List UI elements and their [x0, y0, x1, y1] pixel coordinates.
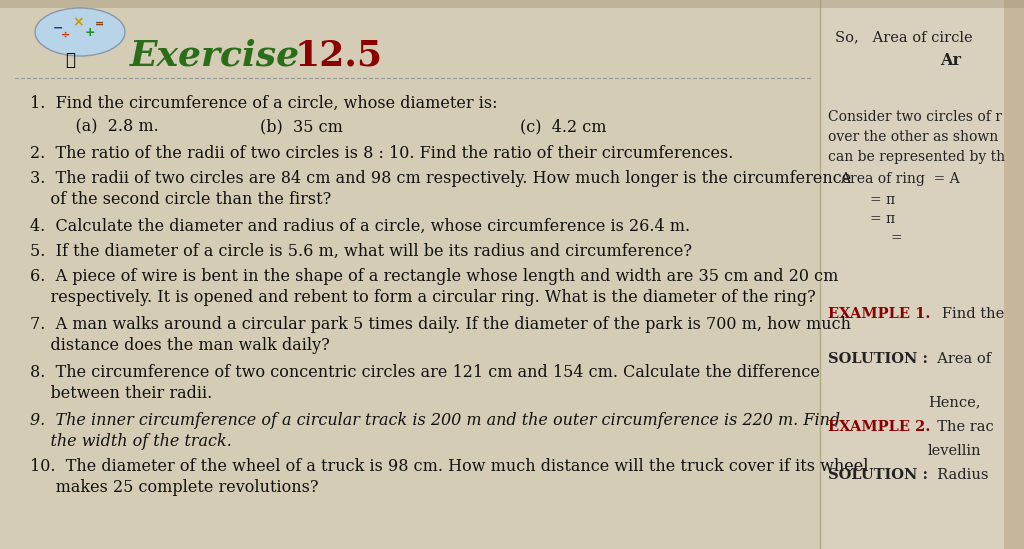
Text: 8.  The circumference of two concentric circles are 121 cm and 154 cm. Calculate: 8. The circumference of two concentric c…	[30, 364, 820, 381]
Text: 2.  The ratio of the radii of two circles is 8 : 10. Find the ratio of their cir: 2. The ratio of the radii of two circles…	[30, 145, 733, 162]
Text: can be represented by th: can be represented by th	[828, 150, 1006, 164]
Text: of the second circle than the first?: of the second circle than the first?	[30, 191, 331, 208]
Text: +: +	[85, 25, 95, 38]
Text: (c)  4.2 cm: (c) 4.2 cm	[520, 118, 606, 135]
Text: 6.  A piece of wire is bent in the shape of a rectangle whose length and width a: 6. A piece of wire is bent in the shape …	[30, 268, 839, 285]
Text: ÷: ÷	[60, 30, 70, 40]
Text: So,   Area of circle: So, Area of circle	[835, 30, 973, 44]
Text: levellin: levellin	[928, 444, 982, 458]
Text: SOLUTION :: SOLUTION :	[828, 468, 928, 482]
Text: 9.  The inner circumference of a circular track is 200 m and the outer circumfer: 9. The inner circumference of a circular…	[30, 412, 840, 429]
Bar	[1004, 0, 1024, 549]
Text: over the other as shown: over the other as shown	[828, 130, 998, 144]
Text: 12.5: 12.5	[295, 38, 383, 72]
Text: the width of the track.: the width of the track.	[30, 433, 231, 450]
Text: −: −	[53, 21, 63, 35]
Text: (b)  35 cm: (b) 35 cm	[260, 118, 343, 135]
Text: = π: = π	[870, 212, 895, 226]
Text: (a)  2.8 m.: (a) 2.8 m.	[55, 118, 159, 135]
Text: EXAMPLE 1.: EXAMPLE 1.	[828, 307, 931, 321]
Text: 10.  The diameter of the wheel of a truck is 98 cm. How much distance will the t: 10. The diameter of the wheel of a truck…	[30, 458, 868, 475]
Text: ×: ×	[72, 15, 84, 29]
Text: =: =	[890, 231, 901, 245]
Text: 7.  A man walks around a circular park 5 times daily. If the diameter of the par: 7. A man walks around a circular park 5 …	[30, 316, 851, 333]
Text: Consider two circles of r: Consider two circles of r	[828, 110, 1002, 124]
Text: 3.  The radii of two circles are 84 cm and 98 cm respectively. How much longer i: 3. The radii of two circles are 84 cm an…	[30, 170, 851, 187]
Ellipse shape	[35, 8, 125, 56]
Text: between their radii.: between their radii.	[30, 385, 212, 402]
Text: Radius: Radius	[928, 468, 988, 482]
Text: Exercise: Exercise	[130, 38, 300, 72]
Text: SOLUTION :: SOLUTION :	[828, 352, 928, 366]
Text: 5.  If the diameter of a circle is 5.6 m, what will be its radius and circumfere: 5. If the diameter of a circle is 5.6 m,…	[30, 243, 692, 260]
Text: Hence,: Hence,	[928, 395, 981, 409]
Text: 1.  Find the circumference of a circle, whose diameter is:: 1. Find the circumference of a circle, w…	[30, 95, 498, 112]
Text: distance does the man walk daily?: distance does the man walk daily?	[30, 337, 330, 354]
Text: 4.  Calculate the diameter and radius of a circle, whose circumference is 26.4 m: 4. Calculate the diameter and radius of …	[30, 218, 690, 235]
Bar	[0, 0, 1024, 8]
Text: Ar: Ar	[940, 52, 961, 69]
Text: Area of: Area of	[928, 352, 991, 366]
Text: respectively. It is opened and rebent to form a circular ring. What is the diame: respectively. It is opened and rebent to…	[30, 289, 816, 306]
Text: EXAMPLE 2.: EXAMPLE 2.	[828, 420, 931, 434]
Bar	[0, 0, 820, 549]
Text: makes 25 complete revolutions?: makes 25 complete revolutions?	[30, 479, 318, 496]
Text: Find the: Find the	[928, 307, 1005, 321]
Bar	[820, 0, 1024, 549]
Text: Area of ring  = A: Area of ring = A	[840, 172, 959, 186]
Text: The rac: The rac	[928, 420, 993, 434]
Text: 📖: 📖	[65, 51, 75, 69]
Text: =: =	[95, 19, 104, 29]
Text: = π: = π	[870, 193, 895, 207]
